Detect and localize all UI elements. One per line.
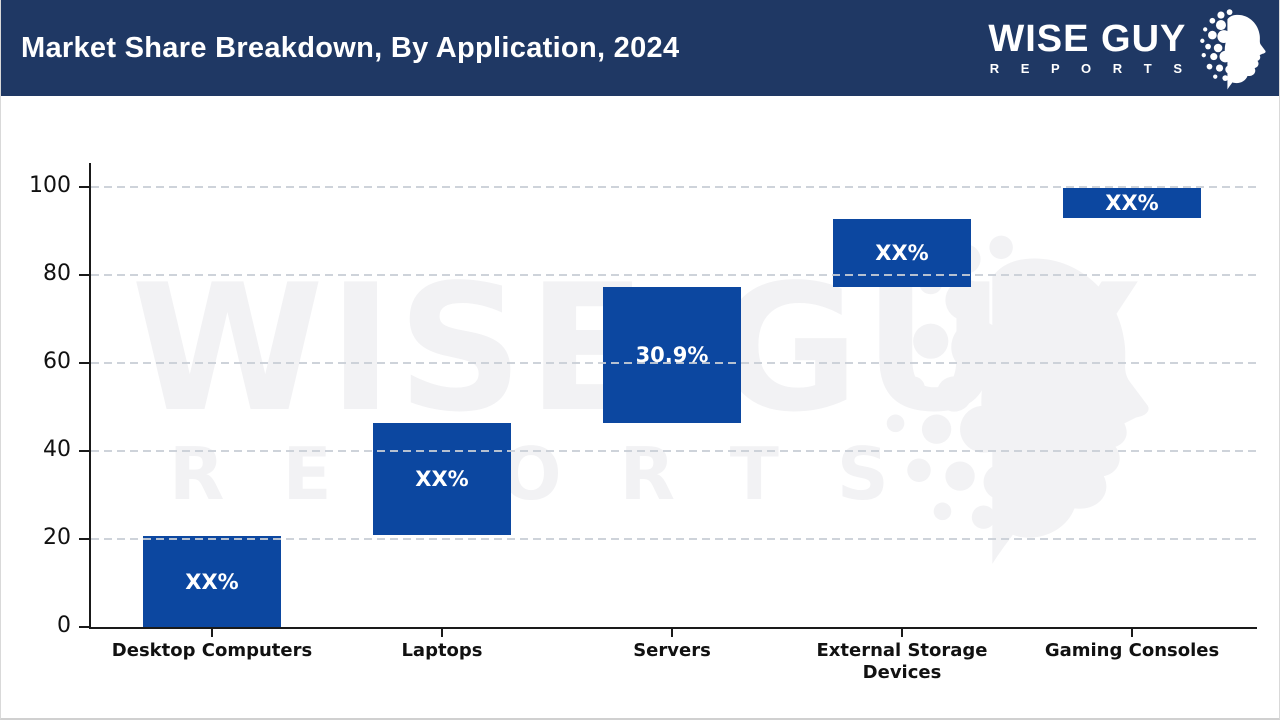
category-label: Desktop Computers [111,640,313,661]
bar-value-label: 30.9% [635,342,709,367]
gridline-y-20 [91,538,1257,540]
bar-servers [603,286,741,423]
wiseguy-head-icon [1200,9,1266,90]
ytick-80 [79,274,90,276]
gridline-y-60 [91,362,1257,364]
xtick-4 [1131,629,1133,637]
ytick-label-100: 100 [29,173,71,198]
ytick-20 [79,538,90,540]
bar-value-label: XX% [1105,191,1159,216]
header-bar: Market Share Breakdown, By Application, … [1,0,1279,96]
bar-desktop-computers [143,536,281,627]
ytick-label-60: 60 [43,349,71,374]
ytick-60 [79,362,90,364]
brand-logo: WISE GUY R E P O R T S [984,5,1267,91]
ytick-label-40: 40 [43,437,71,462]
category-label: External Storage Devices [816,640,988,683]
bar-value-label: XX% [875,240,929,265]
xtick-3 [901,629,903,637]
gridline-y-80 [91,274,1257,276]
gridline-y-100 [91,186,1257,188]
x-axis-spine [89,627,1257,629]
xtick-0 [211,629,213,637]
gridline-y-40 [91,450,1257,452]
ytick-label-20: 20 [43,525,71,550]
bar-laptops [373,422,511,536]
ytick-label-0: 0 [57,613,71,638]
ytick-label-80: 80 [43,261,71,286]
brand-subtitle: R E P O R T S [989,61,1191,76]
ytick-100 [79,186,90,188]
bar-value-label: XX% [415,466,469,491]
bar-value-label: XX% [185,569,239,594]
xtick-2 [671,629,673,637]
ytick-0 [79,626,90,628]
y-axis-spine [89,163,91,629]
xtick-1 [441,629,443,637]
bar-gaming-consoles [1063,187,1201,219]
brand-name: WISE GUY [988,18,1187,60]
chart-title: Market Share Breakdown, By Application, … [21,31,680,64]
ytick-40 [79,450,90,452]
category-label: Gaming Consoles [1044,640,1220,661]
brand-wordmark: WISE GUY R E P O R T S [984,20,1191,76]
category-label: Laptops [401,640,483,661]
category-label: Servers [633,640,711,661]
